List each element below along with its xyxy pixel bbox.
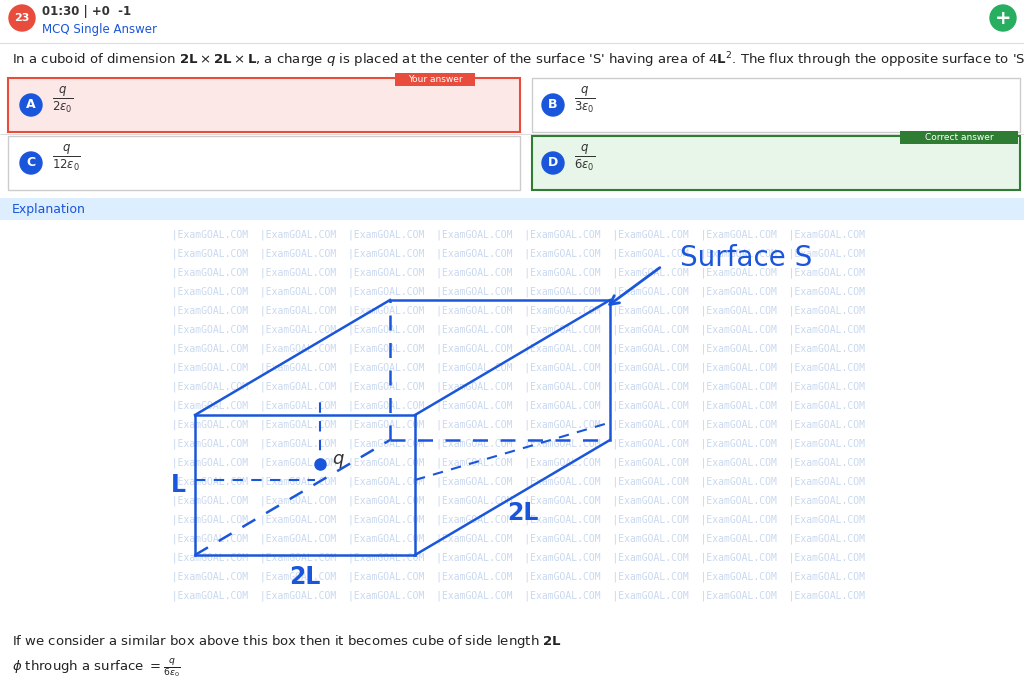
Text: |ExamGOAL.COM  |ExamGOAL.COM  |ExamGOAL.COM  |ExamGOAL.COM  |ExamGOAL.COM  |Exam: |ExamGOAL.COM |ExamGOAL.COM |ExamGOAL.CO… [160,363,865,373]
Text: 2L: 2L [507,500,539,525]
FancyBboxPatch shape [8,136,520,190]
Text: |ExamGOAL.COM  |ExamGOAL.COM  |ExamGOAL.COM  |ExamGOAL.COM  |ExamGOAL.COM  |Exam: |ExamGOAL.COM |ExamGOAL.COM |ExamGOAL.CO… [160,495,865,507]
Text: Your answer: Your answer [408,75,462,84]
Text: $q$: $q$ [332,452,345,470]
FancyBboxPatch shape [0,198,1024,220]
FancyBboxPatch shape [532,136,1020,190]
FancyBboxPatch shape [532,78,1020,132]
Circle shape [990,5,1016,31]
Circle shape [542,94,564,116]
Text: Correct answer: Correct answer [925,133,993,142]
Text: Surface S: Surface S [680,244,812,272]
Text: |ExamGOAL.COM  |ExamGOAL.COM  |ExamGOAL.COM  |ExamGOAL.COM  |ExamGOAL.COM  |Exam: |ExamGOAL.COM |ExamGOAL.COM |ExamGOAL.CO… [160,439,865,449]
Text: 2L: 2L [290,565,321,589]
Text: $\frac{q}{3\varepsilon_0}$: $\frac{q}{3\varepsilon_0}$ [574,85,595,115]
FancyBboxPatch shape [395,73,475,86]
Text: |ExamGOAL.COM  |ExamGOAL.COM  |ExamGOAL.COM  |ExamGOAL.COM  |ExamGOAL.COM  |Exam: |ExamGOAL.COM |ExamGOAL.COM |ExamGOAL.CO… [160,591,865,601]
Text: |ExamGOAL.COM  |ExamGOAL.COM  |ExamGOAL.COM  |ExamGOAL.COM  |ExamGOAL.COM  |Exam: |ExamGOAL.COM |ExamGOAL.COM |ExamGOAL.CO… [160,515,865,525]
Text: $\phi$ through a surface $= \frac{q}{6\varepsilon_0}$: $\phi$ through a surface $= \frac{q}{6\v… [12,657,180,680]
Text: 23: 23 [14,13,30,23]
Text: |ExamGOAL.COM  |ExamGOAL.COM  |ExamGOAL.COM  |ExamGOAL.COM  |ExamGOAL.COM  |Exam: |ExamGOAL.COM |ExamGOAL.COM |ExamGOAL.CO… [160,325,865,335]
Text: |ExamGOAL.COM  |ExamGOAL.COM  |ExamGOAL.COM  |ExamGOAL.COM  |ExamGOAL.COM  |Exam: |ExamGOAL.COM |ExamGOAL.COM |ExamGOAL.CO… [160,248,865,260]
Text: |ExamGOAL.COM  |ExamGOAL.COM  |ExamGOAL.COM  |ExamGOAL.COM  |ExamGOAL.COM  |Exam: |ExamGOAL.COM |ExamGOAL.COM |ExamGOAL.CO… [160,230,865,240]
Text: |ExamGOAL.COM  |ExamGOAL.COM  |ExamGOAL.COM  |ExamGOAL.COM  |ExamGOAL.COM  |Exam: |ExamGOAL.COM |ExamGOAL.COM |ExamGOAL.CO… [160,382,865,392]
Text: $\frac{q}{2\varepsilon_0}$: $\frac{q}{2\varepsilon_0}$ [52,85,74,115]
Text: A: A [27,98,36,111]
Text: 01:30 | +0  -1: 01:30 | +0 -1 [42,6,131,19]
Text: D: D [548,156,558,170]
Text: |ExamGOAL.COM  |ExamGOAL.COM  |ExamGOAL.COM  |ExamGOAL.COM  |ExamGOAL.COM  |Exam: |ExamGOAL.COM |ExamGOAL.COM |ExamGOAL.CO… [160,553,865,563]
Text: L: L [171,473,185,497]
Text: In a cuboid of dimension $\mathbf{2L} \times \mathbf{2L} \times \mathbf{L}$, a c: In a cuboid of dimension $\mathbf{2L} \t… [12,51,1024,70]
Text: B: B [548,98,558,111]
Circle shape [9,5,35,31]
Text: +: + [994,8,1012,28]
Circle shape [20,152,42,174]
Circle shape [20,94,42,116]
Text: |ExamGOAL.COM  |ExamGOAL.COM  |ExamGOAL.COM  |ExamGOAL.COM  |ExamGOAL.COM  |Exam: |ExamGOAL.COM |ExamGOAL.COM |ExamGOAL.CO… [160,420,865,430]
Text: |ExamGOAL.COM  |ExamGOAL.COM  |ExamGOAL.COM  |ExamGOAL.COM  |ExamGOAL.COM  |Exam: |ExamGOAL.COM |ExamGOAL.COM |ExamGOAL.CO… [160,477,865,487]
Text: If we consider a similar box above this box then it becomes cube of side length : If we consider a similar box above this … [12,633,562,650]
Text: |ExamGOAL.COM  |ExamGOAL.COM  |ExamGOAL.COM  |ExamGOAL.COM  |ExamGOAL.COM  |Exam: |ExamGOAL.COM |ExamGOAL.COM |ExamGOAL.CO… [160,534,865,544]
Text: C: C [27,156,36,170]
Text: |ExamGOAL.COM  |ExamGOAL.COM  |ExamGOAL.COM  |ExamGOAL.COM  |ExamGOAL.COM  |Exam: |ExamGOAL.COM |ExamGOAL.COM |ExamGOAL.CO… [160,401,865,411]
Text: |ExamGOAL.COM  |ExamGOAL.COM  |ExamGOAL.COM  |ExamGOAL.COM  |ExamGOAL.COM  |Exam: |ExamGOAL.COM |ExamGOAL.COM |ExamGOAL.CO… [160,572,865,582]
Text: |ExamGOAL.COM  |ExamGOAL.COM  |ExamGOAL.COM  |ExamGOAL.COM  |ExamGOAL.COM  |Exam: |ExamGOAL.COM |ExamGOAL.COM |ExamGOAL.CO… [160,306,865,316]
FancyBboxPatch shape [0,220,1024,650]
Text: MCQ Single Answer: MCQ Single Answer [42,24,157,37]
Text: $\frac{q}{12\varepsilon_0}$: $\frac{q}{12\varepsilon_0}$ [52,143,81,173]
Text: Explanation: Explanation [12,203,86,215]
Text: |ExamGOAL.COM  |ExamGOAL.COM  |ExamGOAL.COM  |ExamGOAL.COM  |ExamGOAL.COM  |Exam: |ExamGOAL.COM |ExamGOAL.COM |ExamGOAL.CO… [160,344,865,354]
FancyBboxPatch shape [8,78,520,132]
Text: |ExamGOAL.COM  |ExamGOAL.COM  |ExamGOAL.COM  |ExamGOAL.COM  |ExamGOAL.COM  |Exam: |ExamGOAL.COM |ExamGOAL.COM |ExamGOAL.CO… [160,457,865,468]
FancyBboxPatch shape [900,131,1018,144]
Circle shape [542,152,564,174]
FancyArrowPatch shape [609,268,659,304]
Text: |ExamGOAL.COM  |ExamGOAL.COM  |ExamGOAL.COM  |ExamGOAL.COM  |ExamGOAL.COM  |Exam: |ExamGOAL.COM |ExamGOAL.COM |ExamGOAL.CO… [160,268,865,278]
Text: |ExamGOAL.COM  |ExamGOAL.COM  |ExamGOAL.COM  |ExamGOAL.COM  |ExamGOAL.COM  |Exam: |ExamGOAL.COM |ExamGOAL.COM |ExamGOAL.CO… [160,286,865,298]
Text: $\frac{q}{6\varepsilon_0}$: $\frac{q}{6\varepsilon_0}$ [574,143,595,173]
